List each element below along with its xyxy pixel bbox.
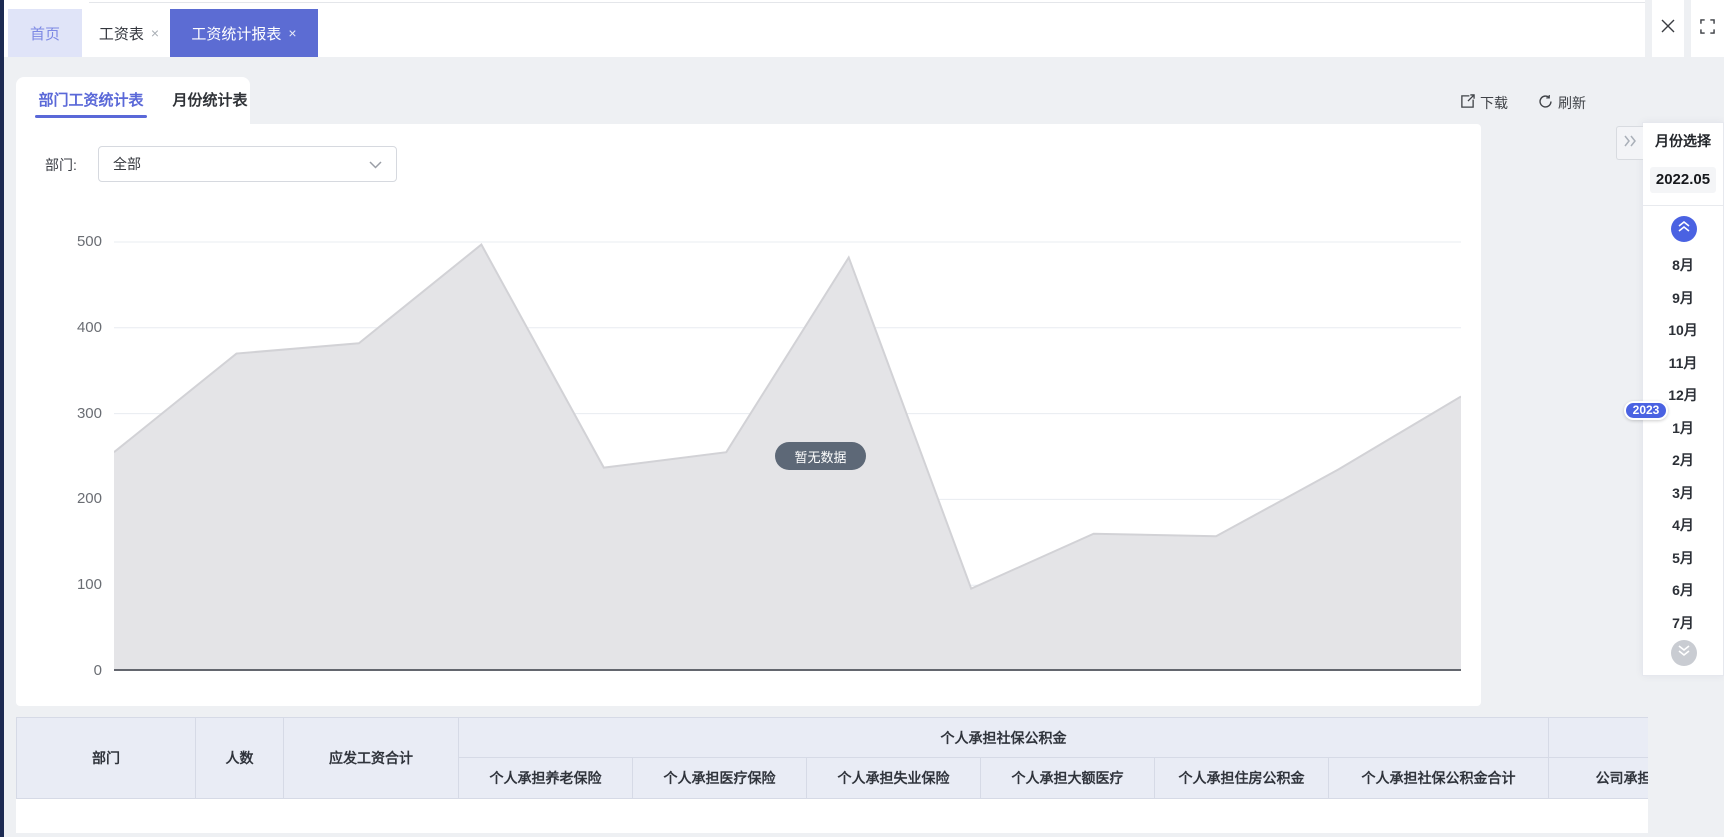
month-item[interactable]: 3月: [1672, 484, 1694, 501]
month-item[interactable]: 10月: [1668, 322, 1698, 338]
current-month[interactable]: 2022.05: [1650, 167, 1716, 193]
download-icon: [1460, 94, 1475, 112]
double-chevron-down-icon: [1677, 644, 1691, 662]
refresh-label: 刷新: [1558, 95, 1586, 111]
no-data-tooltip: 暂无数据: [775, 442, 866, 470]
left-nav-rail: [0, 0, 4, 837]
close-tab-icon[interactable]: ×: [150, 25, 160, 41]
month-item[interactable]: 7月: [1672, 614, 1694, 631]
col-personal-unemployment: 个人承担失业保险: [806, 757, 981, 799]
double-chevron-right-icon: [1623, 134, 1637, 152]
col-personal-pension: 个人承担养老保险: [458, 757, 633, 799]
close-window-button[interactable]: [1652, 0, 1684, 57]
col-personal-total: 个人承担社保公积金合计: [1327, 757, 1550, 799]
tab-salary-report-label: 工资统计报表: [191, 25, 282, 43]
department-filter-label: 部门:: [45, 157, 77, 173]
col-personal-housing-fund: 个人承担住房公积金: [1154, 757, 1329, 799]
tab-home-label: 首页: [29, 25, 60, 43]
empty-table-body: [16, 798, 1648, 833]
topbar-divider: [89, 2, 1724, 3]
month-item[interactable]: 11月: [1668, 354, 1698, 371]
month-item[interactable]: 6月: [1672, 582, 1694, 598]
month-item[interactable]: 5月: [1672, 549, 1694, 566]
summary-table-container[interactable]: 部门 人数 应发工资合计 个人承担社保公积金 个人承担养老保险 个人承担医疗保险…: [16, 717, 1648, 833]
col-gross-total: 应发工资合计: [283, 717, 459, 799]
col-personal-medical: 个人承担医疗保险: [632, 757, 807, 799]
tab-department-salary-stats[interactable]: 部门工资统计表: [38, 92, 144, 109]
tab-salary-sheet-label: 工资表: [98, 25, 144, 43]
col-company-group: 公司承担: [1548, 757, 1648, 799]
month-item[interactable]: 1月: [1672, 419, 1694, 436]
chevron-down-icon: [369, 156, 382, 172]
department-select-value: 全部: [113, 156, 141, 172]
y-axis-tick-label: 300: [76, 404, 102, 422]
col-department: 部门: [16, 717, 196, 799]
window-separator: [1645, 0, 1652, 57]
collapse-panel-handle[interactable]: [1616, 126, 1643, 160]
y-axis-tick-label: 500: [76, 233, 102, 250]
month-item[interactable]: 4月: [1672, 517, 1694, 533]
y-axis-tick-label: 100: [76, 576, 102, 594]
tab-salary-sheet[interactable]: 工资表 ×: [88, 9, 170, 57]
y-axis-tick-label: 400: [76, 318, 102, 336]
month-item[interactable]: 12月: [1668, 387, 1698, 403]
download-label: 下载: [1480, 95, 1508, 111]
month-item[interactable]: 8月: [1672, 257, 1694, 273]
refresh-icon: [1538, 94, 1553, 112]
department-select[interactable]: 全部: [98, 146, 397, 182]
month-selector-panel: 月份选择 2022.05 8月 9月 10月 11月 12月 1月 2月 3月 4月 5月 6月 7月: [1642, 122, 1724, 676]
tab-home[interactable]: 首页: [8, 9, 82, 57]
fullscreen-icon: [1700, 18, 1715, 39]
month-panel-title: 月份选择: [1655, 133, 1711, 149]
close-icon: [1660, 18, 1676, 39]
col-group-personal: 个人承担社保公积金: [457, 717, 1550, 758]
col-headcount: 人数: [195, 717, 284, 799]
double-chevron-up-icon: [1677, 220, 1691, 238]
month-list: 8月 9月 10月 11月 12月 1月 2月 3月 4月 5月 6月 7月: [1643, 249, 1723, 639]
month-item[interactable]: 9月: [1672, 289, 1694, 306]
col-group-company-spacer: [1548, 717, 1648, 758]
download-button[interactable]: 下载: [1460, 92, 1508, 114]
refresh-button[interactable]: 刷新: [1538, 92, 1586, 114]
panel-divider: [1643, 205, 1723, 206]
tab-salary-report[interactable]: 工资统计报表 ×: [170, 9, 318, 57]
tab-month-stats[interactable]: 月份统计表: [172, 92, 248, 109]
scroll-months-down-button[interactable]: [1671, 640, 1697, 666]
active-tab-underline: [35, 115, 147, 118]
scroll-months-up-button[interactable]: [1671, 216, 1697, 242]
y-axis-tick-label: 0: [93, 662, 102, 679]
close-tab-icon[interactable]: ×: [288, 25, 297, 41]
window-separator: [1684, 0, 1691, 57]
year-badge: 2023: [1624, 401, 1668, 420]
col-personal-major-medical: 个人承担大额医疗: [980, 757, 1155, 799]
summary-table: 部门 人数 应发工资合计 个人承担社保公积金 个人承担养老保险 个人承担医疗保险…: [16, 717, 1648, 833]
fullscreen-button[interactable]: [1691, 0, 1724, 57]
month-item[interactable]: 2月: [1672, 452, 1694, 468]
y-axis-tick-label: 200: [76, 490, 102, 508]
